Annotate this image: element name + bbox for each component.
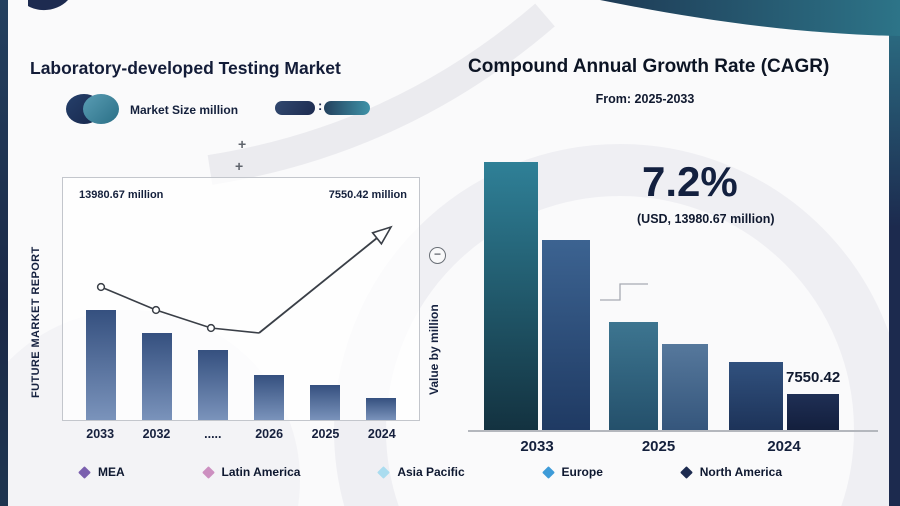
chart-annotation-min: 7550.42 million — [328, 189, 407, 201]
bar-value-label: 7550.42 — [786, 369, 841, 386]
bar-2032 — [142, 333, 172, 420]
x-axis-label-.....: ..... — [204, 427, 222, 441]
legend-colon: : — [318, 98, 323, 113]
legend-pill-teal — [324, 101, 370, 115]
market-size-chart: 13980.67 million 7550.42 million — [62, 177, 420, 421]
legend-item-europe: Europe — [541, 465, 603, 479]
cylinder-front-shape — [83, 94, 119, 124]
watermark-side-label: FUTURE MARKET REPORT — [30, 246, 42, 398]
x-axis-label-2032: 2032 — [142, 427, 171, 441]
legend-diamond-icon — [377, 465, 391, 479]
legend-diamond-icon — [541, 465, 555, 479]
bar-2033-1 — [484, 162, 538, 430]
x-axis-label-2025: 2025 — [311, 427, 340, 441]
bar-group-2024: 2024 — [729, 362, 839, 455]
left-edge-bar — [0, 0, 8, 506]
legend-item-mea: MEA — [78, 465, 125, 479]
legend-label: MEA — [98, 465, 125, 479]
bar-2025-2 — [662, 344, 708, 430]
bar-2024-2 — [787, 394, 839, 430]
step-line-decoration — [600, 283, 648, 301]
bar-group-2033: 2033 — [484, 162, 590, 455]
x-axis-label-2024: 2024 — [767, 438, 801, 455]
legend-pill-dark — [275, 101, 315, 115]
x-axis-labels: 2033 2032..... 2026 2025 2024 — [62, 427, 420, 441]
bar-series — [63, 178, 419, 420]
bar-2025 — [310, 385, 340, 420]
legend-label: Europe — [561, 465, 603, 479]
legend-item-latin-america: Latin America — [201, 465, 301, 479]
cagr-value: 7.2% — [642, 158, 738, 205]
cagr-title: Compound Annual Growth Rate (CAGR) — [468, 56, 830, 77]
right-edge-bar — [889, 0, 900, 506]
bar-2024-1 — [729, 362, 783, 430]
bar-2026 — [254, 375, 284, 420]
legend-diamond-icon — [201, 465, 215, 479]
plus-icon: + — [235, 158, 244, 174]
legend-label: North America — [699, 465, 782, 479]
legend-item-north-america: North America — [679, 465, 782, 479]
bar-2033 — [86, 310, 116, 420]
cagr-chart: 2033 2025 2024 7550.42 — [468, 162, 878, 455]
legend-item-asia-pacific: Asia Pacific — [377, 465, 465, 479]
market-size-label: Market Size million — [130, 103, 239, 117]
cagr-subtitle: From: 2025-2033 — [595, 92, 695, 106]
x-axis-label-2025: 2025 — [641, 438, 676, 455]
page-title: Laboratory-developed Testing Market — [30, 58, 341, 78]
bar-2025-1 — [609, 322, 658, 430]
region-legend: MEA Latin America Asia Pacific Europe North … — [78, 465, 782, 479]
x-axis-label-2033: 2033 — [86, 427, 115, 441]
bar-group-2025: 2025 — [609, 322, 708, 455]
legend-label: Latin America — [221, 465, 301, 479]
minus-circle-icon: − — [429, 247, 446, 264]
legend-label: Asia Pacific — [397, 465, 465, 479]
bar-..... — [198, 350, 228, 420]
cagr-detail: (USD, 13980.67 million) — [637, 212, 775, 226]
top-corner-decoration — [28, 0, 900, 36]
legend-diamond-icon — [679, 465, 693, 479]
growth-arrow-icon — [96, 225, 393, 334]
legend-diamond-icon — [78, 465, 91, 479]
bar-groups: 2033 2025 2024 — [468, 162, 878, 455]
plus-icon: + — [238, 136, 247, 152]
market-size-legend: Market Size million : — [66, 94, 396, 130]
bar-2033-2 — [542, 240, 590, 430]
x-axis-label-2024: 2024 — [367, 427, 396, 441]
x-axis-label-2033: 2033 — [520, 438, 554, 455]
bar-2024 — [366, 398, 396, 420]
cylinder-icon — [66, 94, 120, 124]
y-axis-title: Value by million — [427, 304, 441, 396]
x-axis-label-2026: 2026 — [255, 427, 284, 441]
chart-annotation-max: 13980.67 million — [79, 189, 164, 201]
